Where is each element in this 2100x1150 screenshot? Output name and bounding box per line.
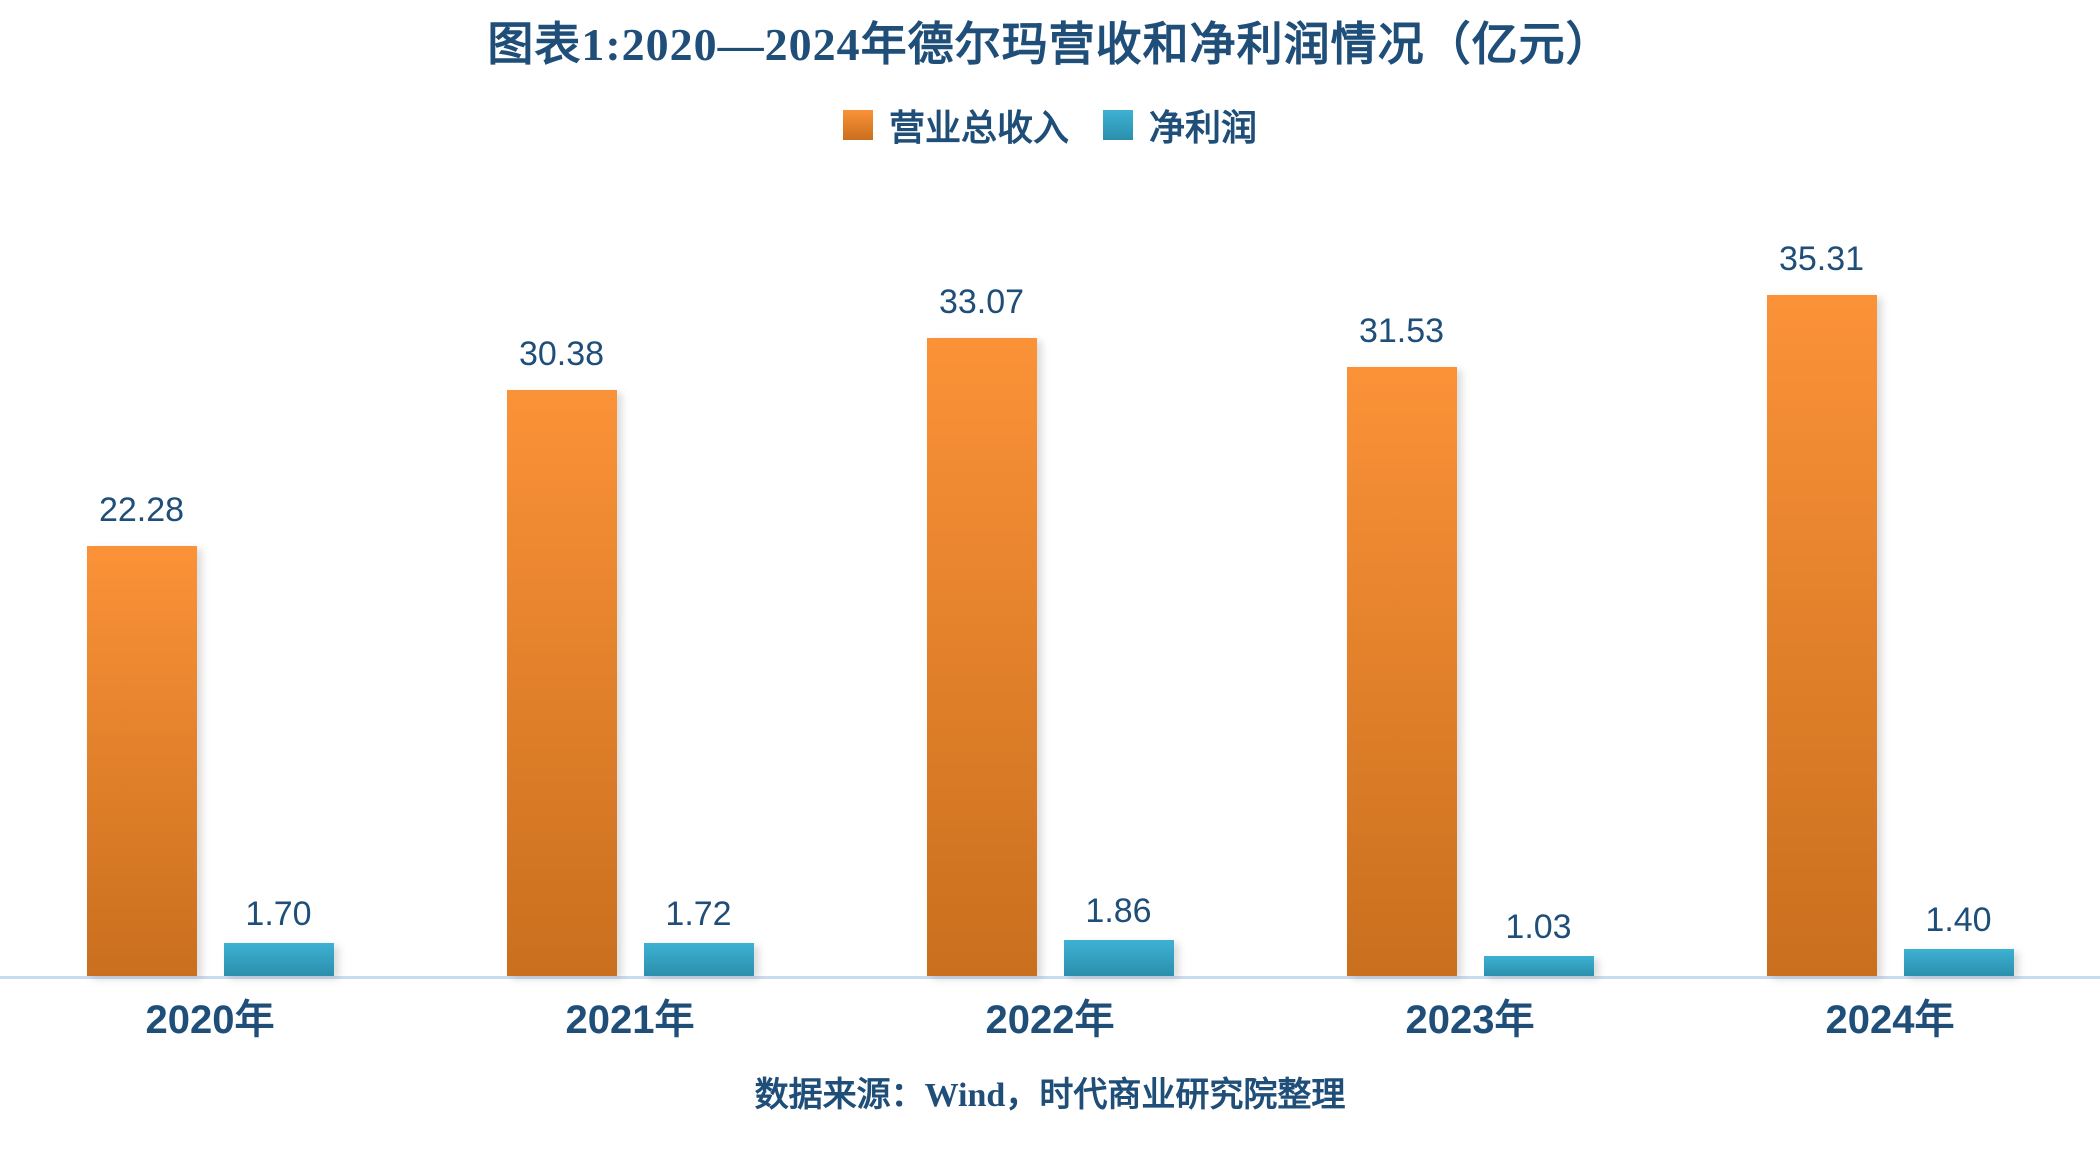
revenue-bar bbox=[86, 546, 197, 976]
revenue-bar bbox=[1766, 295, 1877, 976]
value-label: 1.70 bbox=[245, 895, 312, 933]
chart-title: 图表1:2020—2024年德尔玛营收和净利润情况（亿元） bbox=[487, 19, 1613, 70]
x-axis-label: 2020年 bbox=[145, 998, 275, 1042]
bar-group: 22.28 1.70 bbox=[0, 148, 420, 976]
legend-label-revenue: 营业总收入 bbox=[888, 108, 1069, 148]
value-label: 35.31 bbox=[1778, 240, 1865, 278]
revenue-bar bbox=[506, 390, 617, 976]
value-label: 1.86 bbox=[1085, 892, 1152, 930]
bar-stack: 31.53 bbox=[1346, 312, 1457, 976]
x-axis-label: 2022年 bbox=[985, 998, 1115, 1042]
x-axis-row: 2020年 2021年 2022年 2023年 2024年 bbox=[0, 979, 2100, 1053]
plot-area: 22.28 1.70 30.38 1.72 33.07 1.86 31.53 1.03 35.3… bbox=[0, 148, 2100, 979]
x-axis-label: 2021年 bbox=[565, 998, 695, 1042]
revenue-bar bbox=[1346, 367, 1457, 976]
bar-group: 30.38 1.72 bbox=[420, 148, 840, 976]
bar-stack: 1.40 bbox=[1903, 901, 2014, 976]
x-axis-label: 2023年 bbox=[1405, 998, 1535, 1042]
legend-item-profit: 净利润 bbox=[1103, 99, 1257, 151]
bar-stack: 1.86 bbox=[1063, 892, 1174, 976]
value-label: 30.38 bbox=[518, 335, 605, 373]
profit-bar bbox=[1063, 940, 1174, 976]
bar-stack: 1.03 bbox=[1483, 908, 1594, 976]
revenue-bar bbox=[926, 338, 1037, 976]
value-label: 1.03 bbox=[1505, 908, 1572, 946]
legend: 营业总收入 净利润 bbox=[0, 102, 2100, 148]
legend-label-profit: 净利润 bbox=[1149, 108, 1258, 148]
value-label: 31.53 bbox=[1358, 312, 1445, 350]
value-label: 1.72 bbox=[665, 895, 732, 933]
bar-group: 31.53 1.03 bbox=[1260, 148, 1680, 976]
value-label: 22.28 bbox=[98, 491, 185, 529]
source-note: 数据来源：Wind，时代商业研究院整理 bbox=[754, 1077, 1346, 1114]
bar-stack: 22.28 bbox=[86, 491, 197, 976]
profit-bar bbox=[1903, 949, 2014, 976]
revenue-swatch-icon bbox=[842, 110, 873, 140]
bar-stack: 30.38 bbox=[506, 335, 617, 976]
profit-bar bbox=[223, 943, 334, 976]
bar-group: 35.31 1.40 bbox=[1680, 148, 2100, 976]
x-axis-label: 2024年 bbox=[1825, 998, 1955, 1042]
bar-stack: 35.31 bbox=[1766, 240, 1877, 976]
profit-bar bbox=[1483, 956, 1594, 976]
bar-stack: 1.70 bbox=[223, 895, 334, 976]
bar-group: 33.07 1.86 bbox=[840, 148, 1260, 976]
profit-swatch-icon bbox=[1103, 110, 1133, 140]
bar-stack: 1.72 bbox=[643, 895, 754, 976]
bar-stack: 33.07 bbox=[926, 283, 1037, 976]
value-label: 33.07 bbox=[938, 283, 1025, 321]
profit-bar bbox=[643, 943, 754, 976]
value-label: 1.40 bbox=[1925, 901, 1992, 939]
legend-item-revenue: 营业总收入 bbox=[842, 99, 1069, 151]
